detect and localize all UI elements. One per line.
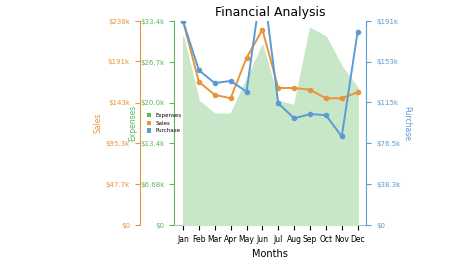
Y-axis label: Expenses: Expenses — [128, 105, 137, 141]
Legend: Expenses, Sales, Purchase: Expenses, Sales, Purchase — [145, 111, 184, 136]
X-axis label: Months: Months — [252, 249, 288, 259]
Y-axis label: Sales: Sales — [94, 113, 103, 133]
Title: Financial Analysis: Financial Analysis — [215, 6, 326, 19]
Y-axis label: Purchase: Purchase — [402, 106, 411, 140]
